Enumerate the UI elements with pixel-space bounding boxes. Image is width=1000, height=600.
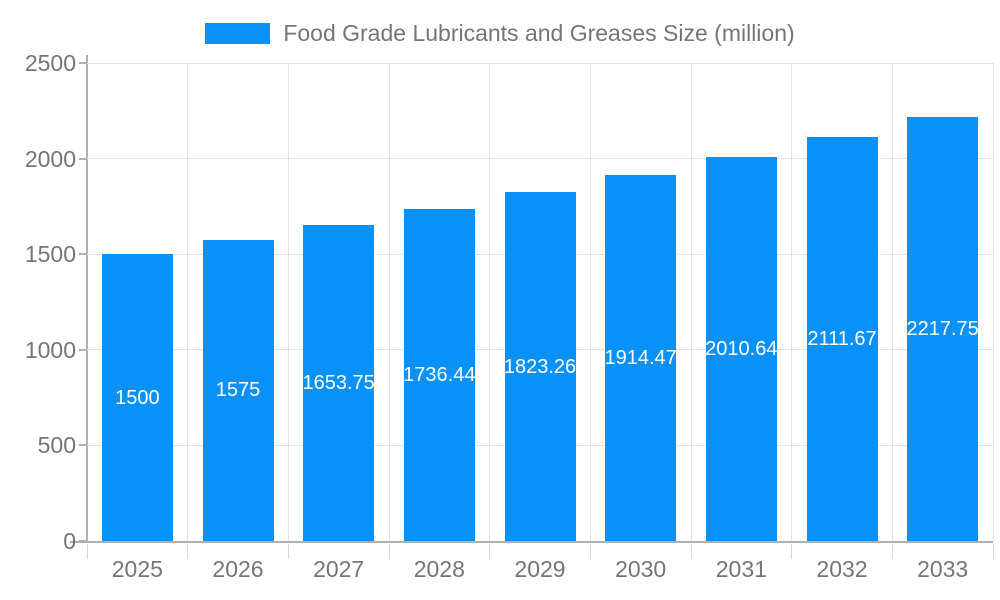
y-axis-tick (79, 62, 87, 64)
y-axis-label: 2000 (24, 145, 76, 172)
y-axis-label: 2500 (24, 50, 76, 76)
v-gridline (489, 63, 491, 541)
bar-2026[interactable]: 1575 (202, 239, 274, 541)
v-gridline (589, 63, 591, 541)
x-axis-label: 2025 (111, 556, 163, 582)
bar-2031[interactable]: 2010.64 (705, 156, 778, 541)
bar-value-label: 1653.75 (302, 371, 375, 394)
x-axis-line (70, 541, 993, 543)
bar-value-label: 1914.47 (604, 346, 677, 369)
legend-item[interactable]: Food Grade Lubricants and Greases Size (… (205, 20, 795, 47)
y-axis-label: 1000 (24, 336, 76, 363)
bar-value-label: 1823.26 (503, 355, 577, 378)
x-axis-tick (489, 544, 491, 559)
y-axis-label: 500 (37, 432, 76, 459)
y-axis-tick (79, 540, 87, 542)
bar-value-label: 2010.64 (705, 337, 778, 360)
x-axis-label: 2028 (413, 556, 465, 582)
y-axis-line (86, 55, 88, 541)
x-axis-tick (388, 544, 390, 559)
x-axis-tick (187, 544, 189, 559)
bar-2025[interactable]: 1500 (101, 254, 173, 541)
y-axis-tick (79, 253, 87, 256)
bar-value-label: 1736.44 (403, 363, 476, 386)
y-axis-label: 1500 (24, 241, 76, 268)
v-gridline (891, 63, 893, 541)
bar-2033[interactable]: 2217.75 (906, 116, 979, 541)
v-gridline (791, 63, 793, 541)
v-gridline (187, 63, 189, 541)
bar-2029[interactable]: 1823.26 (503, 192, 577, 541)
x-axis-label: 2029 (514, 556, 566, 582)
x-axis-tick (992, 544, 994, 559)
bar-value-label: 1575 (215, 379, 261, 402)
x-axis-label: 2026 (212, 556, 264, 582)
bar-value-label: 1500 (115, 386, 160, 409)
x-axis-tick (287, 544, 289, 559)
x-axis-tick (891, 544, 893, 559)
y-axis-tick (79, 157, 87, 160)
x-axis-label: 2027 (313, 556, 365, 582)
chart-legend: Food Grade Lubricants and Greases Size (… (0, 20, 1000, 47)
v-gridline (992, 63, 994, 541)
x-axis-label: 2030 (615, 556, 667, 582)
x-axis-tick (86, 544, 88, 559)
bar-2027[interactable]: 1653.75 (302, 224, 375, 541)
bar-2030[interactable]: 1914.47 (604, 174, 677, 541)
x-axis-tick (690, 544, 692, 559)
bar-2028[interactable]: 1736.44 (403, 208, 476, 541)
legend-swatch (205, 23, 271, 44)
h-gridline (87, 62, 993, 64)
y-axis-tick (79, 444, 87, 447)
v-gridline (388, 63, 390, 541)
plot-area: 0 500 1000 1500 2000 2500 2025 1500 2026 1575 2027… (25, 50, 994, 582)
v-gridline (287, 63, 289, 541)
v-gridline (690, 63, 692, 541)
x-axis-tick (791, 544, 793, 559)
bar-value-label: 2217.75 (906, 317, 979, 340)
x-axis-label: 2031 (715, 556, 767, 582)
bar-2032[interactable]: 2111.67 (806, 137, 878, 541)
x-axis-label: 2033 (917, 556, 969, 582)
y-axis-label: 0 (63, 528, 76, 554)
y-axis-tick (79, 348, 87, 351)
bar-value-label: 2111.67 (807, 328, 877, 351)
x-axis-tick (589, 544, 591, 559)
x-axis-label: 2032 (816, 556, 868, 582)
h-gridline (87, 158, 993, 160)
chart-title: Food Grade Lubricants and Greases Size (… (283, 20, 795, 46)
